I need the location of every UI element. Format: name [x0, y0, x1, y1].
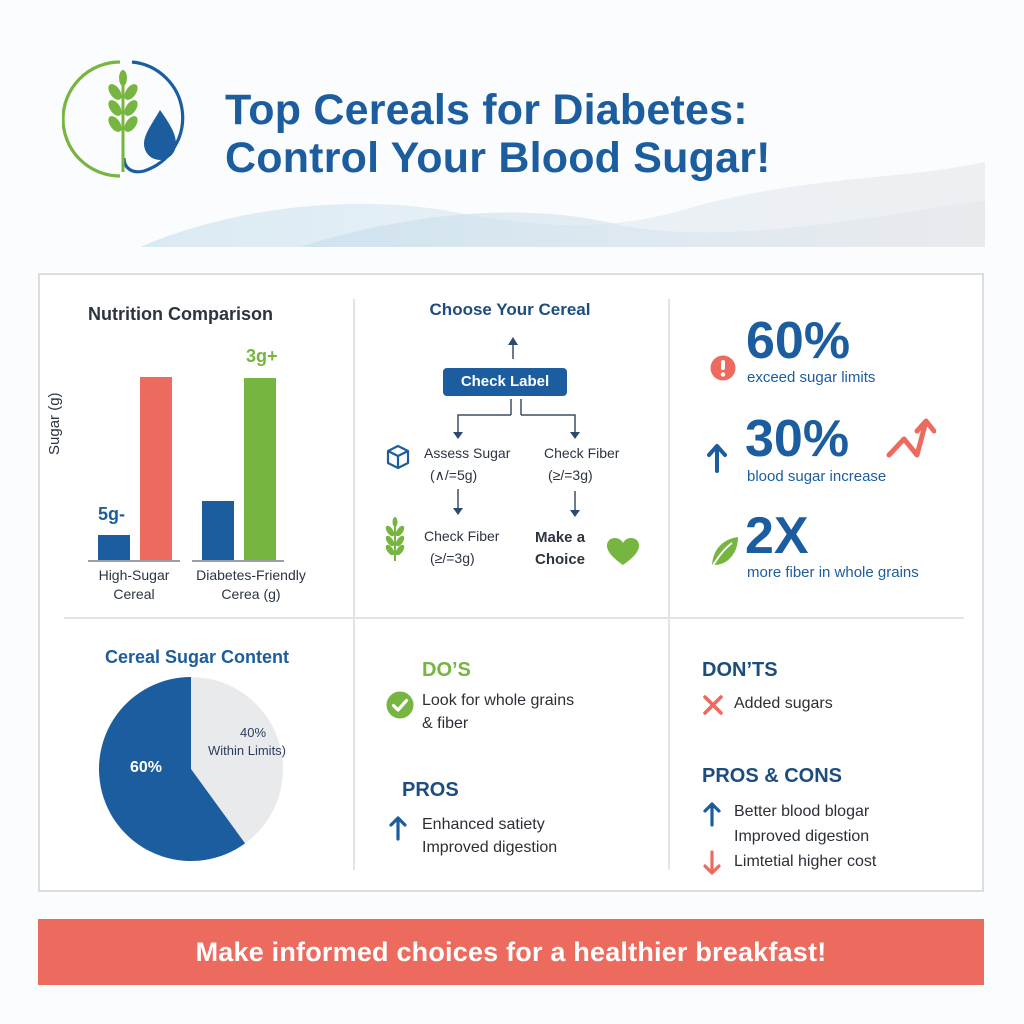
make-a-choice-step: Make a Choice	[535, 529, 586, 568]
bar-high-sugar-blue	[98, 535, 130, 560]
category-label-diabetes-friendly: Diabetes-Friendly Cerea (g)	[196, 567, 306, 602]
pros-list: Enhanced satiety Improved digestion	[422, 816, 558, 856]
stat-value-30: 30%	[745, 410, 850, 468]
pros-cons-heading: PROS & CONS	[702, 765, 843, 787]
pie-chart	[99, 677, 283, 861]
sugar-cube-icon	[386, 444, 410, 470]
check-fiber-step-right: Check Fiber (≥/=3g)	[544, 445, 620, 483]
wheat-icon	[385, 517, 405, 561]
donts-heading: DON’TS	[702, 659, 778, 681]
flowchart-title: Choose Your Cereal	[429, 300, 591, 319]
check-circle-icon	[386, 691, 414, 719]
pros-heading: PROS	[402, 779, 459, 801]
divider-horizontal	[64, 617, 964, 619]
decorative-wave	[140, 162, 985, 247]
assess-sugar-step: Assess Sugar (∧/=5g)	[424, 445, 511, 483]
arrow-down-icon	[703, 850, 721, 875]
pros-cons-list: Better blood blogar Improved digestion L…	[734, 803, 877, 870]
title-line-1: Top Cereals for Diabetes:	[225, 86, 748, 134]
header: Top Cereals for Diabetes: Control Your B…	[0, 0, 1024, 260]
stats-panel: 60% exceed sugar limits 30% blood sugar …	[668, 275, 984, 617]
arrow-up-icon	[389, 816, 407, 841]
check-fiber-step-left: Check Fiber (≥/=3g)	[424, 528, 500, 566]
divider-vertical-2	[668, 299, 670, 870]
trend-up-icon	[886, 418, 936, 458]
category-label-high-sugar: High-Sugar Cereal	[98, 567, 170, 602]
page-title: Top Cereals for Diabetes: Control Your B…	[225, 86, 771, 182]
bar-diabetes-friendly-green	[244, 378, 276, 560]
flowchart-arrows	[453, 337, 580, 517]
infographic-panel: Nutrition Comparison Sugar (g) 5g- 3g+ H…	[38, 273, 984, 892]
pie-label-40: 40%	[240, 725, 267, 740]
bar-diabetes-friendly-blue	[202, 501, 234, 560]
arrow-up-icon	[703, 802, 721, 827]
bar-label: 3g+	[246, 346, 278, 366]
arrow-up-icon	[707, 444, 727, 473]
baseline-group-2	[192, 560, 284, 562]
nutrition-comparison-chart: Nutrition Comparison Sugar (g) 5g- 3g+ H…	[40, 275, 354, 617]
stat-desc: exceed sugar limits	[747, 369, 876, 386]
cta-banner: Make informed choices for a healthier br…	[38, 919, 984, 985]
choose-cereal-flowchart: Choose Your Cereal Check Label	[354, 275, 668, 617]
leaf-icon	[711, 537, 738, 568]
stat-desc: more fiber in whole grains	[747, 564, 919, 581]
dos-item: Look for whole grains & fiber	[422, 692, 575, 732]
check-label-button[interactable]: Check Label	[443, 368, 567, 396]
pie-title: Cereal Sugar Content	[104, 647, 290, 667]
wheat-and-water-drop-icon	[62, 60, 185, 178]
bar-high-sugar-red	[140, 377, 172, 560]
stat-value-60: 60%	[746, 312, 851, 370]
donts-and-pros-cons: DON’TS Added sugars PROS & CONS Better b…	[668, 619, 984, 892]
cross-icon	[703, 695, 723, 715]
heart-icon	[607, 538, 639, 565]
bar-label: 5g-	[98, 504, 125, 524]
pie-sublabel-within-limits: Within Limits)	[208, 743, 287, 758]
stat-desc: blood sugar increase	[747, 468, 887, 485]
dos-heading: DO’S	[422, 659, 471, 681]
dos-and-pros: DO’S Look for whole grains & fiber PROS …	[354, 619, 668, 892]
cereal-sugar-pie-chart: Cereal Sugar Content 60% 40% Within Limi…	[40, 619, 354, 892]
stat-value-2x: 2X	[745, 507, 809, 565]
divider-vertical-1	[353, 299, 355, 870]
title-line-2: Control Your Blood Sugar!	[225, 134, 771, 182]
y-axis-label: Sugar (g)	[46, 392, 63, 455]
donts-item: Added sugars	[734, 695, 833, 712]
chart-title: Nutrition Comparison	[88, 304, 273, 324]
alert-icon	[710, 355, 736, 381]
baseline-group-1	[88, 560, 180, 562]
pie-label-60: 60%	[130, 759, 163, 776]
